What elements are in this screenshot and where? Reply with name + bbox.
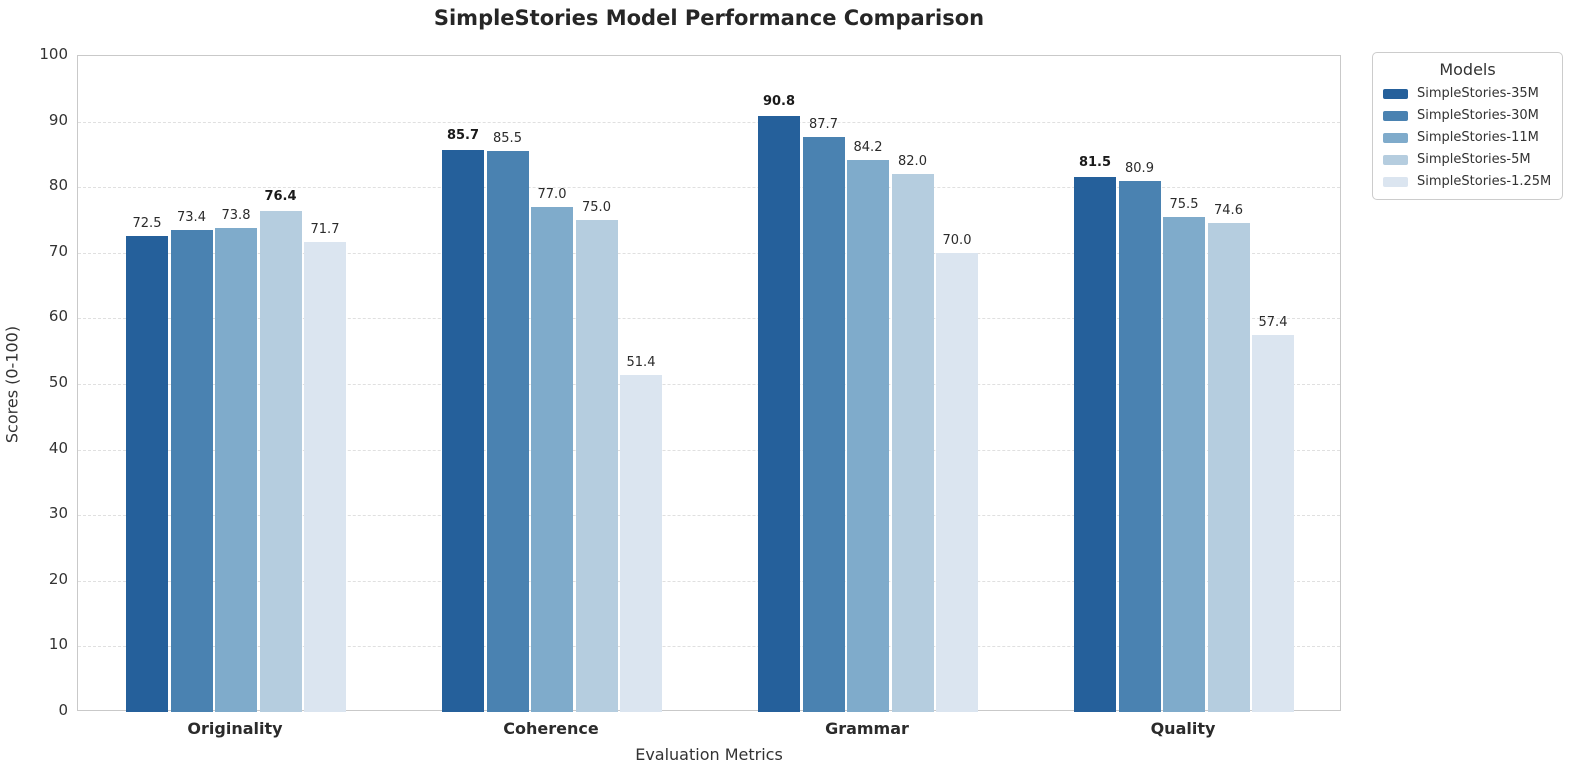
bar-grammar-simplestories-11m [847,159,889,712]
legend: Models SimpleStories-35M SimpleStories-30… [1372,52,1563,200]
gridline [78,187,1340,189]
y-tick-label: 80 [48,176,68,195]
bar-value-label: 73.4 [177,210,206,226]
bar-quality-simplestories-5m [1207,222,1250,712]
bar-value-label: 76.4 [264,188,297,204]
bar-value-label: 82.0 [898,154,927,170]
bar-value-label: 57.4 [1258,315,1288,331]
bar-grammar-simplestories-5m [891,174,934,712]
bar-originality-simplestories-5m [259,210,302,712]
bar-coherence-simplestories-5m [575,220,618,712]
bar-value-label: 75.5 [1169,196,1199,212]
bar-value-label: 72.5 [132,216,162,232]
bar-value-label: 87.7 [809,116,838,132]
bar-originality-simplestories-1.25m [304,241,346,712]
bar-value-label: 80.9 [1125,161,1154,177]
bar-value-label: 51.4 [626,354,656,370]
category-label-coherence: Coherence [503,719,599,738]
bar-originality-simplestories-30m [170,230,213,712]
legend-swatch-icon [1383,176,1408,187]
bar-value-label: 85.5 [493,131,522,147]
category-label-originality: Originality [187,719,283,738]
bar-originality-simplestories-35m [126,236,168,712]
gridline [78,515,1340,517]
gridline [78,121,1340,123]
bar-value-label: 90.8 [762,94,796,110]
y-tick-label: 70 [48,241,68,260]
bar-value-label: 74.6 [1214,202,1243,218]
bar-quality-simplestories-30m [1118,181,1161,712]
category-label-quality: Quality [1150,719,1216,738]
y-tick-label: 0 [58,701,68,719]
bar-coherence-simplestories-11m [531,206,573,712]
bar-coherence-simplestories-1.25m [620,374,662,712]
legend-label: SimpleStories-30M [1417,108,1539,123]
bar-value-label: 75.0 [582,200,611,215]
legend-item: SimpleStories-1.25M [1383,174,1552,189]
legend-items: SimpleStories-35M SimpleStories-30M Simple… [1383,86,1552,189]
legend-swatch-icon [1383,88,1408,99]
bar-originality-simplestories-11m [215,227,257,712]
bar-quality-simplestories-35m [1074,177,1116,712]
bar-quality-simplestories-1.25m [1252,335,1294,712]
bar-value-label: 85.7 [446,127,480,143]
bar-grammar-simplestories-35m [758,116,800,712]
y-axis-label: Scores (0-100) [2,325,22,444]
bar-grammar-simplestories-30m [802,136,845,712]
y-tick-label: 50 [48,373,68,391]
chart-title: SimpleStories Model Performance Comparis… [433,6,985,30]
bar-grammar-simplestories-1.25m [936,252,978,712]
gridline [78,580,1340,582]
bar-value-label: 70.0 [942,232,972,248]
plot-area: 72.5 73.4 73.8 76.4 71.7 85.7 85.5 77.0 75.0 51.4… [77,55,1341,712]
legend-swatch-icon [1383,132,1408,143]
legend-item: SimpleStories-11M [1383,130,1552,145]
legend-title: Models [1439,60,1496,79]
legend-item: SimpleStories-5M [1383,152,1552,167]
gridline [78,384,1340,385]
y-tick-label: 30 [48,504,68,523]
legend-swatch-icon [1383,154,1408,165]
bar-value-label: 73.8 [221,207,251,223]
legend-label: SimpleStories-11M [1417,130,1539,145]
legend-label: SimpleStories-5M [1417,152,1531,167]
bar-value-label: 71.7 [310,221,340,237]
legend-swatch-icon [1383,110,1408,121]
bar-quality-simplestories-11m [1163,216,1205,712]
bar-value-label: 84.2 [853,139,883,155]
bar-value-label: 77.0 [537,186,567,202]
y-tick-label: 10 [48,635,68,654]
bar-coherence-simplestories-35m [442,149,484,712]
bar-coherence-simplestories-30m [486,151,529,712]
gridline [78,318,1340,320]
category-label-grammar: Grammar [825,719,909,738]
legend-item: SimpleStories-30M [1383,108,1552,123]
y-tick-label: 40 [48,438,68,457]
gridline [78,646,1340,648]
y-tick-label: 100 [39,45,68,63]
gridline [78,252,1340,254]
y-tick-label: 20 [48,569,68,588]
bar-value-label: 81.5 [1078,155,1112,171]
x-axis-label: Evaluation Metrics [635,745,783,764]
y-tick-label: 60 [48,307,68,326]
gridline [78,449,1340,451]
legend-item: SimpleStories-35M [1383,86,1552,101]
legend-label: SimpleStories-1.25M [1417,174,1552,189]
legend-label: SimpleStories-35M [1417,86,1539,101]
y-tick-label: 90 [48,110,68,129]
